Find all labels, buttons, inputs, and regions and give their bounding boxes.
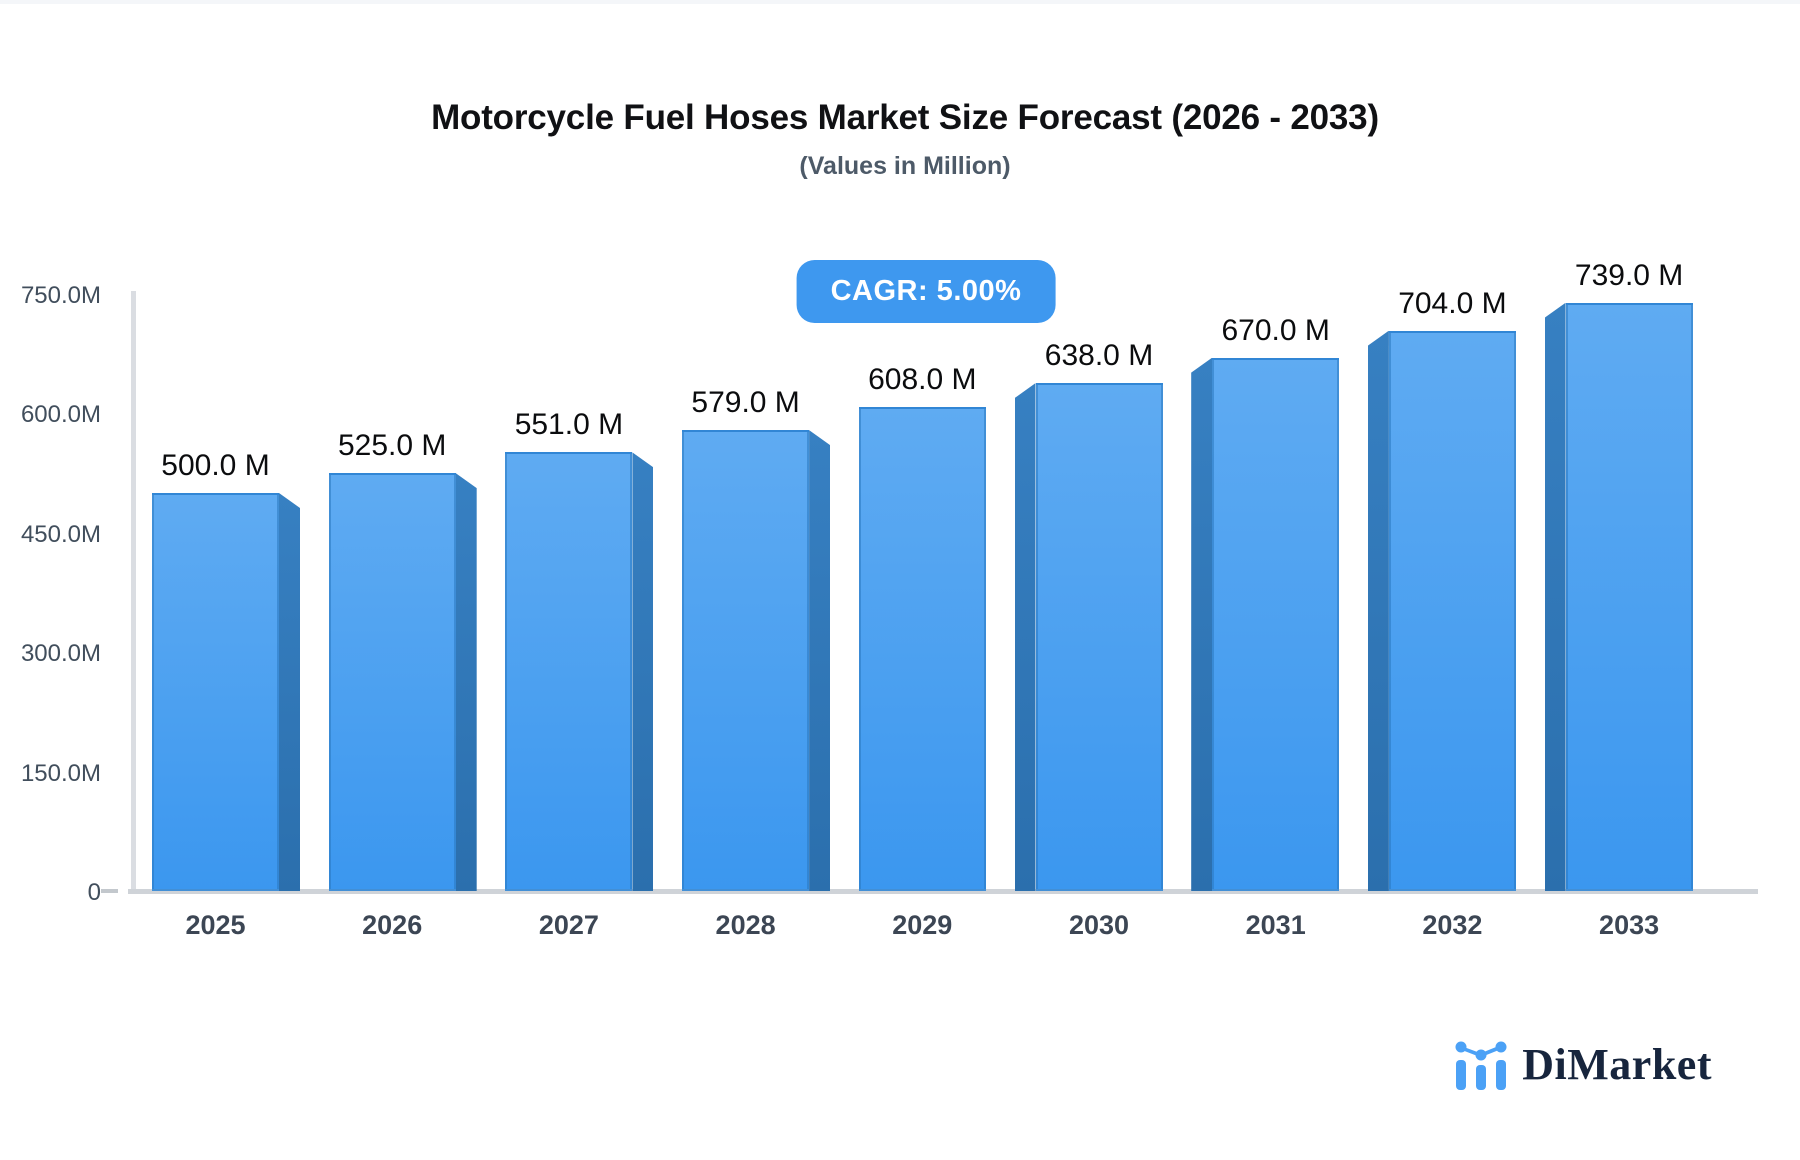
bar-3d-side <box>455 473 477 891</box>
x-axis-tick-label: 2026 <box>362 910 423 940</box>
x-axis-line <box>128 889 1758 894</box>
bar-3d-side <box>1191 357 1213 891</box>
bar-value-label: 704.0 M <box>1398 286 1507 320</box>
y-axis-tick-label: 450.0M <box>20 520 101 548</box>
bar[interactable] <box>152 493 279 891</box>
bar-value-label: 670.0 M <box>1221 313 1330 347</box>
cagr-badge: CAGR: 5.00% <box>796 260 1056 323</box>
x-axis-tick-label: 2031 <box>1245 910 1306 940</box>
x-axis-tick-label: 2033 <box>1599 910 1660 940</box>
bar-value-label: 579.0 M <box>691 386 800 420</box>
x-axis-tick-label: 2027 <box>538 910 599 940</box>
bar-3d-side <box>1544 302 1566 891</box>
x-axis-tick-label: 2028 <box>715 910 776 940</box>
bar[interactable] <box>858 407 986 891</box>
bar-3d-side <box>279 493 300 891</box>
bar-value-label: 551.0 M <box>514 408 624 442</box>
chart-subtitle: (Values in Million) <box>799 152 1011 180</box>
x-axis-tick-label: 2029 <box>892 910 953 940</box>
brand-logo: DiMarket <box>1454 1040 1712 1090</box>
y-axis-tick-label: 0 <box>87 879 101 906</box>
bar[interactable] <box>328 473 456 891</box>
y-axis-tick-label: 750.0M <box>20 282 101 309</box>
y-axis-tick-label: 300.0M <box>20 640 101 668</box>
x-axis-tick-label: 2025 <box>185 910 246 940</box>
bar-value-label: 739.0 M <box>1574 258 1684 292</box>
y-axis-tick-label: 600.0M <box>20 401 101 429</box>
bar[interactable] <box>1035 383 1163 891</box>
bar-chart-trend-icon <box>1454 1040 1508 1090</box>
bar-value-label: 608.0 M <box>868 363 977 397</box>
bar[interactable] <box>1388 330 1516 891</box>
y-axis-line <box>131 291 136 893</box>
bar-value-label: 638.0 M <box>1044 339 1154 373</box>
x-axis-tick-label: 2030 <box>1068 910 1130 940</box>
chart-title: Motorcycle Fuel Hoses Market Size Foreca… <box>431 98 1379 137</box>
bar[interactable] <box>1212 357 1340 891</box>
y-axis-tick-label: 150.0M <box>20 759 101 787</box>
zero-tick-mark <box>101 889 118 893</box>
bar-3d-side <box>1014 383 1036 891</box>
bar-value-label: 525.0 M <box>337 429 447 463</box>
bar-3d-side <box>632 452 654 891</box>
bar[interactable] <box>682 430 810 891</box>
bar[interactable] <box>505 452 633 891</box>
bar[interactable] <box>1565 302 1693 891</box>
bar-3d-side <box>1367 330 1389 891</box>
brand-logo-text: DiMarket <box>1522 1040 1712 1089</box>
bar-value-label: 500.0 M <box>161 449 270 482</box>
bar-3d-side <box>809 430 831 891</box>
x-axis-tick-label: 2032 <box>1422 910 1483 940</box>
